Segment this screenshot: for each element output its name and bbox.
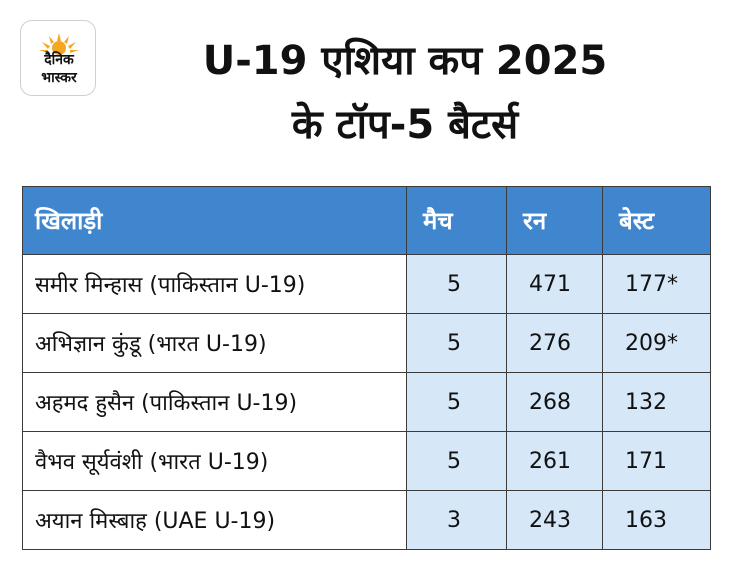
table-row: समीर मिन्हास (पाकिस्तान U-19) 5 471 177* [22, 254, 711, 314]
logo-line-2: भास्कर [41, 70, 77, 86]
best-score-cell: 163 [602, 490, 711, 550]
matches-cell: 5 [406, 254, 507, 314]
page-title-line-2: के टॉप-5 बैटर्स [291, 102, 519, 148]
runs-cell: 471 [506, 254, 603, 314]
sun-icon [39, 33, 79, 55]
runs-cell: 261 [506, 431, 603, 491]
dainik-bhaskar-logo: दैनिक भास्कर [20, 20, 96, 96]
player-name-cell: अयान मिस्बाह (UAE U-19) [22, 490, 407, 550]
page-title-line-1: U-19 एशिया कप 2025 [202, 38, 608, 84]
table-row: अयान मिस्बाह (UAE U-19) 3 243 163 [22, 490, 711, 550]
top-batters-table: खिलाड़ी मैच रन बेस्ट समीर मिन्हास (पाकिस… [22, 186, 711, 550]
best-score-cell: 171 [602, 431, 711, 491]
runs-cell: 243 [506, 490, 603, 550]
player-name-cell: समीर मिन्हास (पाकिस्तान U-19) [22, 254, 407, 314]
player-name-cell: अभिज्ञान कुंडू (भारत U-19) [22, 313, 407, 373]
player-name-cell: अहमद हुसैन (पाकिस्तान U-19) [22, 372, 407, 432]
player-name-cell: वैभव सूर्यवंशी (भारत U-19) [22, 431, 407, 491]
logo-line-1: दैनिक [44, 52, 74, 68]
runs-cell: 276 [506, 313, 603, 373]
matches-cell: 5 [406, 431, 507, 491]
matches-cell: 5 [406, 313, 507, 373]
column-header-matches: मैच [406, 186, 507, 255]
runs-cell: 268 [506, 372, 603, 432]
table-row: अभिज्ञान कुंडू (भारत U-19) 5 276 209* [22, 313, 711, 373]
table-row: वैभव सूर्यवंशी (भारत U-19) 5 261 171 [22, 431, 711, 491]
best-score-cell: 209* [602, 313, 711, 373]
best-score-cell: 132 [602, 372, 711, 432]
table-header-row: खिलाड़ी मैच रन बेस्ट [22, 186, 711, 255]
matches-cell: 3 [406, 490, 507, 550]
column-header-runs: रन [506, 186, 603, 255]
best-score-cell: 177* [602, 254, 711, 314]
column-header-best: बेस्ट [602, 186, 711, 255]
matches-cell: 5 [406, 372, 507, 432]
column-header-player: खिलाड़ी [22, 186, 407, 255]
table-row: अहमद हुसैन (पाकिस्तान U-19) 5 268 132 [22, 372, 711, 432]
